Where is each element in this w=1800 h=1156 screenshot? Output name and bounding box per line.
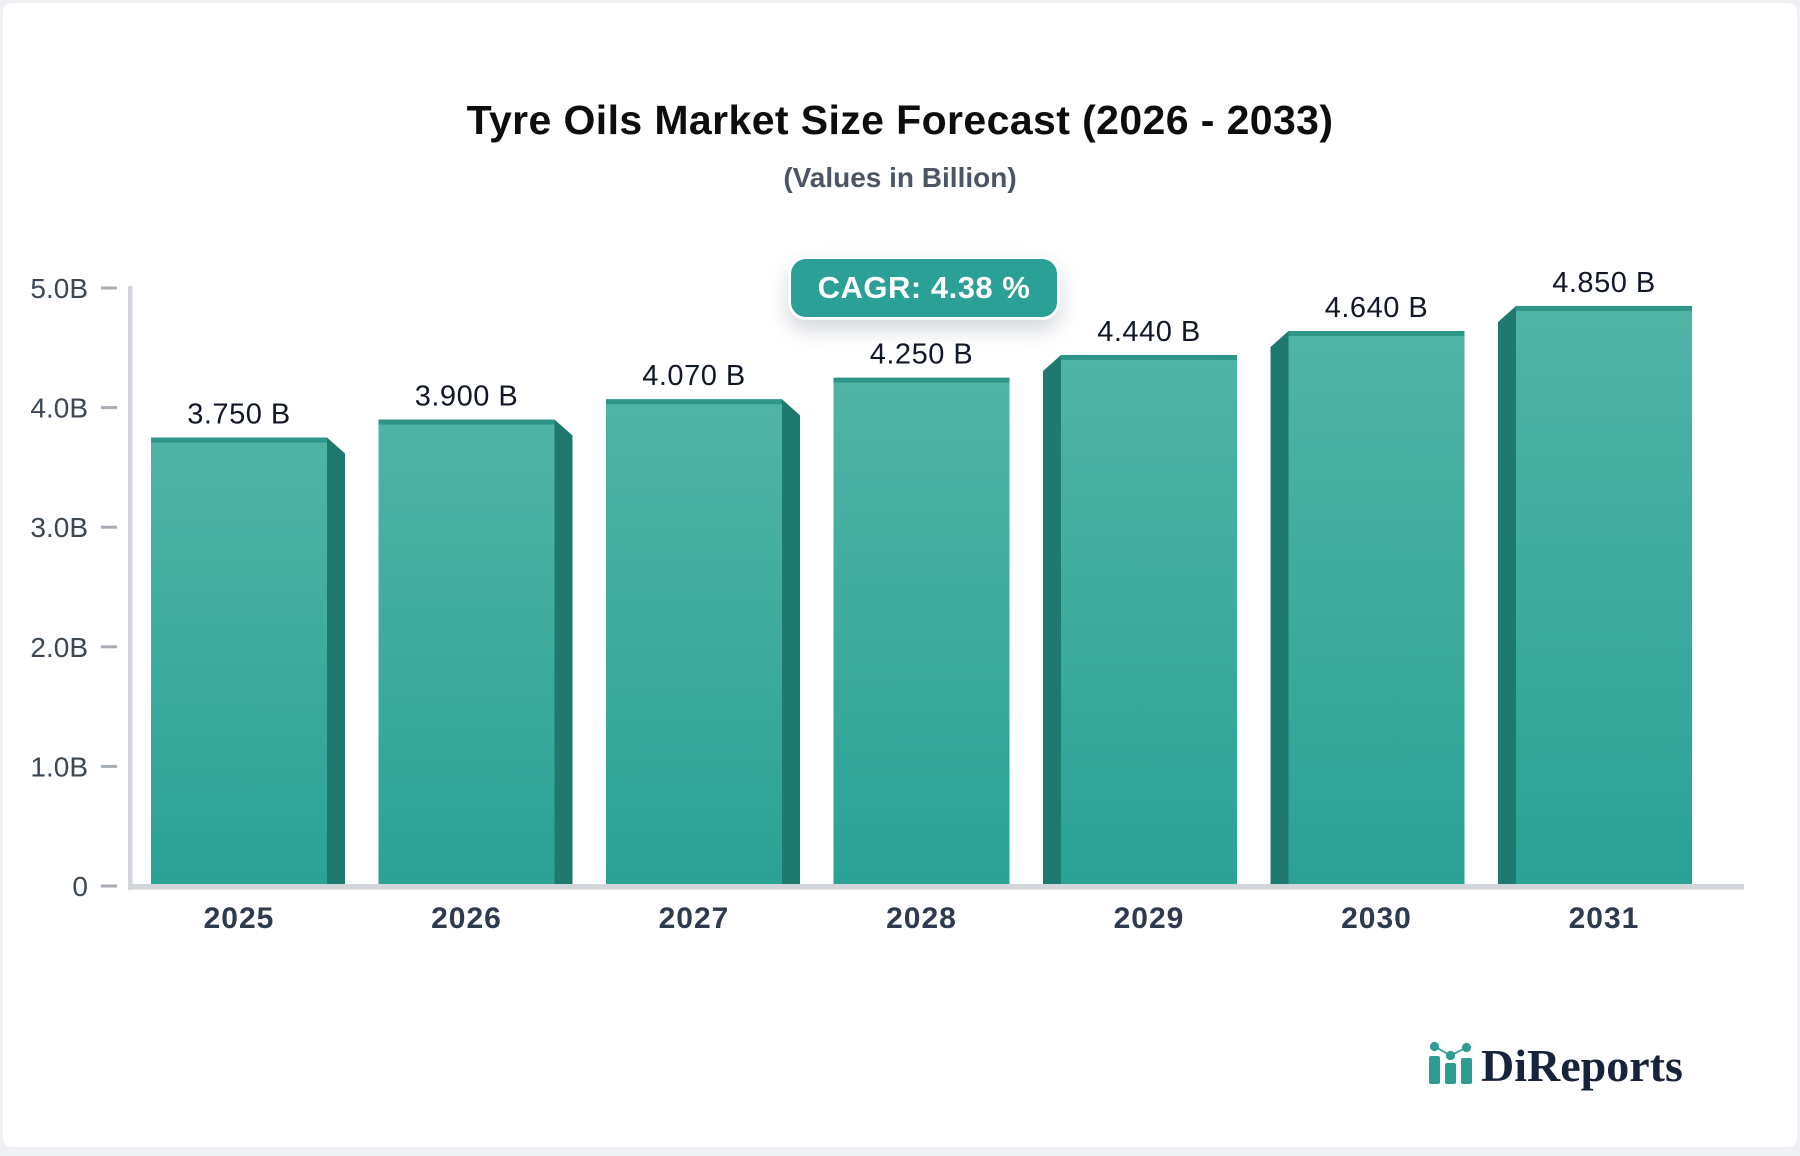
x-axis-label-2025: 2025	[204, 902, 275, 935]
bar-value-label: 4.250 B	[870, 339, 973, 371]
bar-group-2028: 4.250 B 2028	[833, 339, 1010, 935]
x-axis-label-2027: 2027	[659, 902, 730, 935]
x-axis-label-2026: 2026	[431, 902, 502, 935]
bar-side-face	[554, 419, 573, 886]
bar-group-2025: 3.750 B 2025	[151, 399, 345, 935]
bar-side-face	[782, 399, 800, 886]
cagr-badge-label: CAGR: 4.38 %	[817, 270, 1031, 305]
x-axis-label-2028: 2028	[886, 902, 957, 935]
bar-top-edge	[833, 377, 1010, 383]
x-axis-label-2031: 2031	[1569, 902, 1640, 935]
bar-side-face	[327, 437, 345, 886]
y-tick-label: 1.0B	[30, 751, 88, 782]
bar-top-edge	[1288, 331, 1465, 337]
bar-2029	[1061, 354, 1237, 886]
bar-group-2030: 4.640 B 2030	[1270, 292, 1465, 935]
y-tick-label: 5.0B	[30, 273, 88, 304]
bar-value-label: 4.640 B	[1325, 292, 1428, 324]
bar-top-edge	[151, 437, 327, 443]
bar-value-label: 4.440 B	[1097, 316, 1200, 348]
bar-2030	[1288, 331, 1465, 886]
x-axis-label-2030: 2030	[1341, 902, 1412, 935]
direports-logo-icon	[1429, 1041, 1472, 1084]
bar-value-label: 4.850 B	[1552, 267, 1655, 299]
bar-2026	[378, 419, 555, 886]
y-tick-dash	[101, 406, 117, 410]
bar-side-face	[1043, 354, 1061, 886]
bar-group-2029: 4.440 B 2029	[1043, 316, 1237, 935]
bar-value-label: 3.750 B	[187, 399, 290, 431]
y-tick-label: 4.0B	[30, 393, 88, 424]
chart-title: Tyre Oils Market Size Forecast (2026 - 2…	[466, 97, 1334, 143]
direports-logo: DiReports	[1428, 1034, 1683, 1090]
y-tick-label: 3.0B	[30, 512, 88, 543]
y-tick-dash	[101, 884, 117, 888]
bar-2031	[1516, 305, 1692, 886]
chart-subtitle: (Values in Billion)	[783, 162, 1017, 193]
bar-group-2026: 3.900 B 2026	[378, 381, 573, 935]
y-tick-dash	[101, 764, 117, 768]
y-axis-line	[128, 286, 133, 890]
y-tick-label: 2.0B	[30, 632, 88, 663]
bar-value-label: 4.070 B	[642, 360, 745, 392]
bar-2025	[151, 437, 327, 886]
bar-value-label: 3.900 B	[415, 381, 518, 413]
y-tick-dash	[101, 645, 117, 649]
bar-2027	[606, 399, 782, 886]
bar-side-face	[1270, 331, 1289, 886]
y-tick-dash	[101, 286, 117, 290]
bar-side-face	[1498, 305, 1516, 886]
x-axis-label-2029: 2029	[1114, 902, 1185, 935]
bar-group-2027: 4.070 B 2027	[606, 360, 800, 935]
direports-logo-text: DiReports	[1481, 1039, 1683, 1091]
bar-top-edge	[1516, 305, 1692, 311]
bar-2028	[833, 377, 1010, 886]
bar-top-edge	[606, 399, 782, 405]
bar-group-2031: 4.850 B 2031	[1498, 267, 1692, 935]
y-tick-dash	[101, 525, 117, 529]
bar-top-edge	[378, 419, 555, 425]
cagr-badge: CAGR: 4.38 %	[788, 256, 1060, 320]
bar-top-edge	[1061, 354, 1237, 360]
y-tick-label: 0	[72, 871, 88, 902]
x-axis-line	[128, 884, 1744, 890]
